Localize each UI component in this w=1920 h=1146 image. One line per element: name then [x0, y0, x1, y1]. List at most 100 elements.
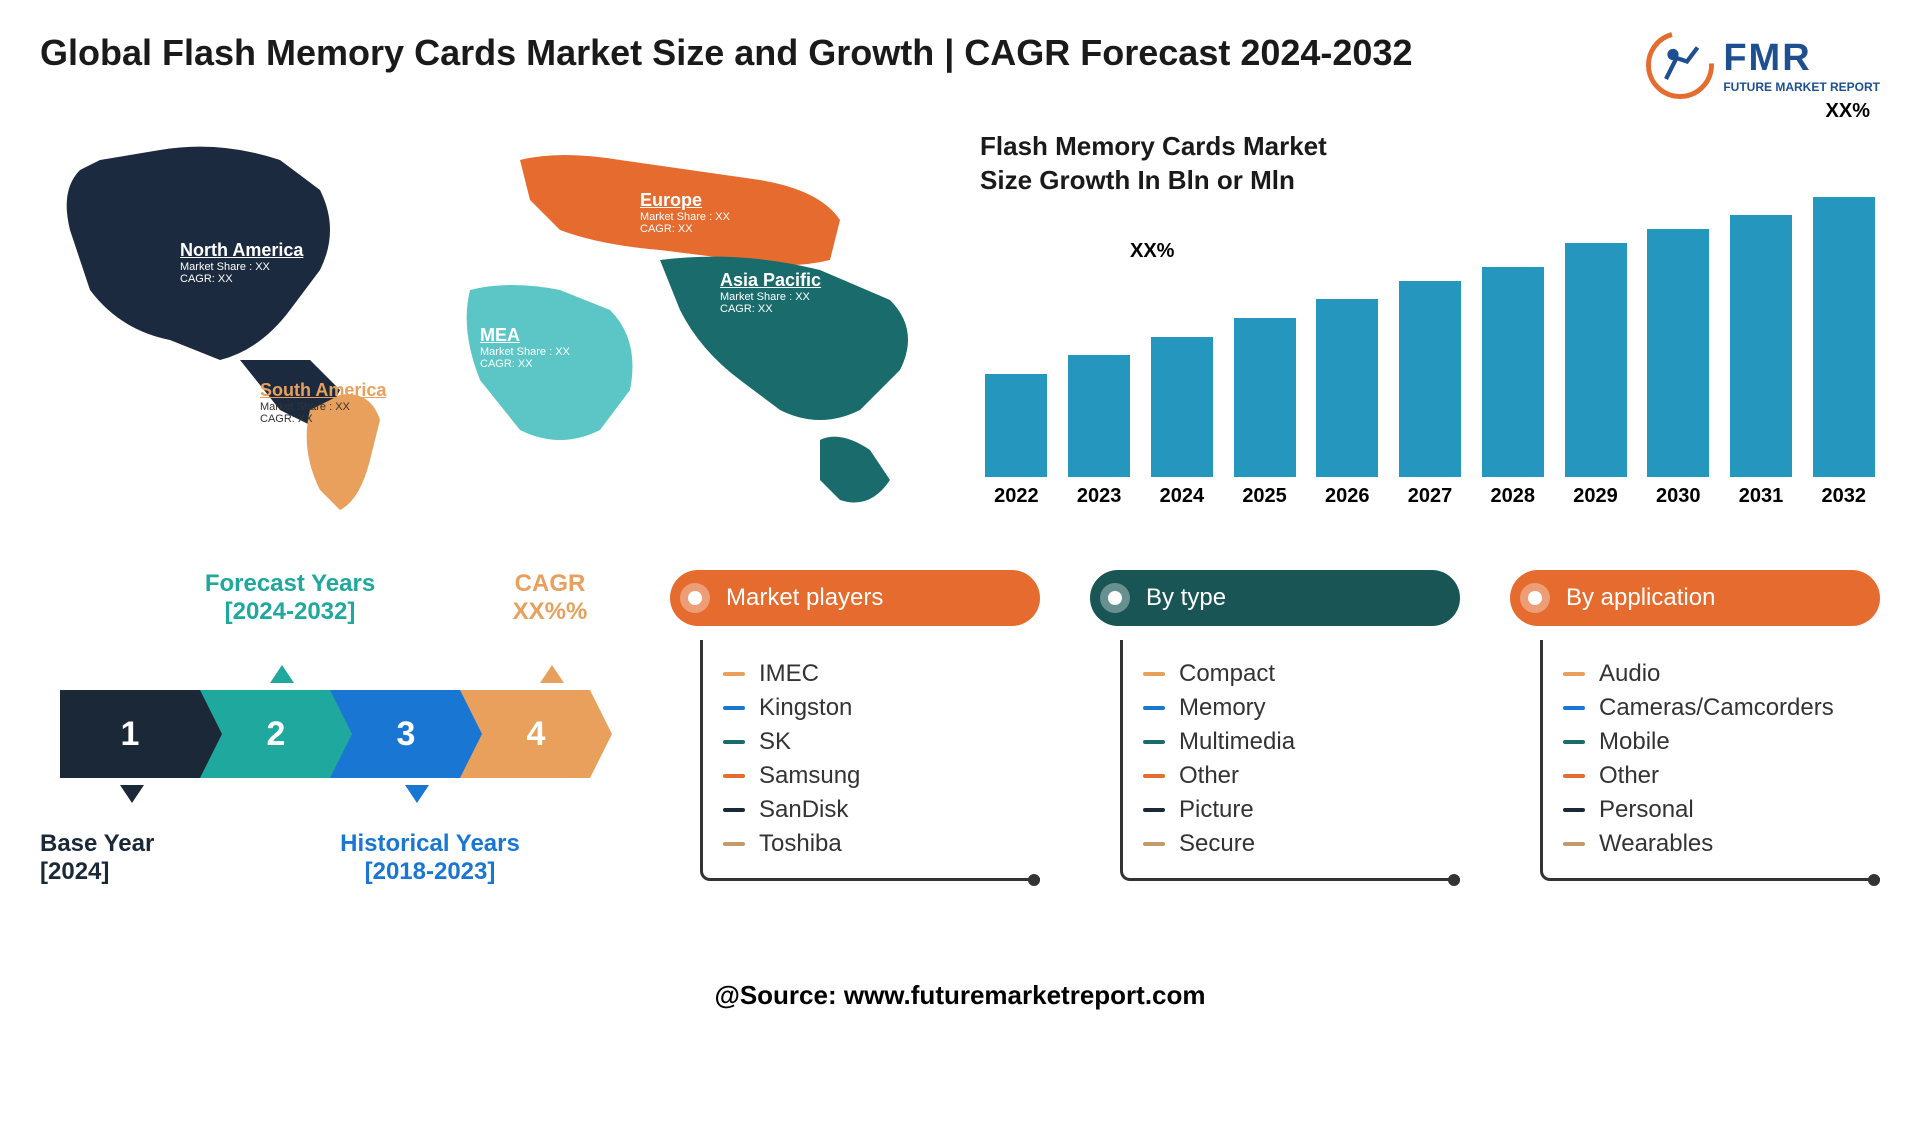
arrow-up-icon	[540, 665, 564, 683]
region-name: MEA	[480, 325, 570, 346]
list-item: Toshiba	[723, 830, 1040, 858]
pill-dot-icon	[680, 583, 710, 613]
list-item-text: SanDisk	[759, 796, 848, 824]
bar-chart: 2022202320242025202620272028202920302031…	[980, 208, 1880, 508]
block-1: 1	[60, 690, 200, 778]
list-item: IMEC	[723, 660, 1040, 688]
header: Global Flash Memory Cards Market Size an…	[40, 30, 1880, 100]
list-item: Other	[1563, 762, 1880, 790]
cagr-value: XX%%	[490, 598, 610, 626]
bar-wrap: 2024	[1145, 337, 1218, 508]
arrow-down-icon	[120, 785, 144, 803]
list-item: Multimedia	[1143, 728, 1460, 756]
chart-title: Flash Memory Cards Market Size Growth In…	[980, 130, 1380, 198]
list-item-text: Personal	[1599, 796, 1694, 824]
list-item-text: Samsung	[759, 762, 860, 790]
region-label: South America Market Share : XX CAGR: XX	[260, 380, 386, 425]
bar-wrap: 2025	[1228, 318, 1301, 508]
region-cagr: CAGR: XX	[260, 413, 386, 425]
list-item: Compact	[1143, 660, 1460, 688]
list-box: IMECKingstonSKSamsungSanDiskToshiba	[700, 640, 1040, 881]
list-item: Audio	[1563, 660, 1880, 688]
list-item-text: Audio	[1599, 660, 1660, 688]
hist-range: [2018-2023]	[320, 858, 540, 886]
list-item: Wearables	[1563, 830, 1880, 858]
tick-icon	[1563, 672, 1585, 676]
bar-label: 2025	[1242, 485, 1287, 508]
base-range: [2024]	[40, 858, 200, 886]
list-item-text: Secure	[1179, 830, 1255, 858]
bar-wrap: 2022	[980, 374, 1053, 508]
region-share: Market Share : XX	[180, 261, 303, 273]
region-label: Europe Market Share : XX CAGR: XX	[640, 190, 730, 235]
tick-icon	[1143, 774, 1165, 778]
bar	[1151, 337, 1213, 477]
list-box: AudioCameras/CamcordersMobileOtherPerson…	[1540, 640, 1880, 881]
bar-label: 2028	[1491, 485, 1536, 508]
base-label: Base Year [2024]	[40, 830, 200, 886]
tick-icon	[1143, 740, 1165, 744]
bar-label: 2023	[1077, 485, 1122, 508]
tick-icon	[1563, 842, 1585, 846]
hist-text: Historical Years	[320, 830, 540, 858]
tick-icon	[1563, 774, 1585, 778]
bar	[1234, 318, 1296, 477]
list-item: Memory	[1143, 694, 1460, 722]
bar	[1068, 355, 1130, 476]
tick-icon	[723, 774, 745, 778]
list-item: SK	[723, 728, 1040, 756]
bar	[1813, 197, 1875, 477]
pill-header: By type	[1090, 570, 1460, 626]
forecast-text: Forecast Years	[190, 570, 390, 598]
region-cagr: CAGR: XX	[720, 303, 821, 315]
tick-icon	[1563, 740, 1585, 744]
logo-text-main: FMR	[1723, 37, 1880, 80]
pill-column: Market playersIMECKingstonSKSamsungSanDi…	[670, 570, 1040, 930]
bar-chart-section: Flash Memory Cards Market Size Growth In…	[980, 130, 1880, 520]
region-name: South America	[260, 380, 386, 401]
tick-icon	[1143, 706, 1165, 710]
pill-title: By type	[1146, 584, 1226, 612]
bar	[1316, 299, 1378, 476]
region-share: Market Share : XX	[260, 401, 386, 413]
bar	[1482, 267, 1544, 477]
list-item: Cameras/Camcorders	[1563, 694, 1880, 722]
tick-icon	[723, 672, 745, 676]
cagr-text: CAGR	[490, 570, 610, 598]
bar-wrap: 2026	[1311, 299, 1384, 507]
arrow-blocks: 1 2 3 4	[60, 690, 590, 778]
list-item-text: Toshiba	[759, 830, 842, 858]
hist-label: Historical Years [2018-2023]	[320, 830, 540, 886]
list-item: Picture	[1143, 796, 1460, 824]
tick-icon	[1563, 706, 1585, 710]
cagr-label: CAGR XX%%	[490, 570, 610, 626]
logo-text-sub: FUTURE MARKET REPORT	[1723, 80, 1880, 94]
bar-wrap: 2030	[1642, 229, 1715, 507]
list-item-text: Compact	[1179, 660, 1275, 688]
list-item-text: Other	[1179, 762, 1239, 790]
list-item-text: Cameras/Camcorders	[1599, 694, 1834, 722]
region-share: Market Share : XX	[640, 211, 730, 223]
top-row: North America Market Share : XX CAGR: XX…	[40, 130, 1880, 520]
region-label: MEA Market Share : XX CAGR: XX	[480, 325, 570, 370]
list-item: Samsung	[723, 762, 1040, 790]
bar-wrap: 2023	[1063, 355, 1136, 507]
list-item-text: Multimedia	[1179, 728, 1295, 756]
bar-label: 2024	[1160, 485, 1205, 508]
bar-label: 2026	[1325, 485, 1370, 508]
page-title: Global Flash Memory Cards Market Size an…	[40, 30, 1413, 77]
bar	[1730, 215, 1792, 476]
list-item: Personal	[1563, 796, 1880, 824]
tick-icon	[1563, 808, 1585, 812]
tick-icon	[723, 740, 745, 744]
region-cagr: CAGR: XX	[640, 223, 730, 235]
region-label: North America Market Share : XX CAGR: XX	[180, 240, 303, 285]
bar-label: 2029	[1573, 485, 1618, 508]
bar-wrap: 2032	[1807, 197, 1880, 508]
pill-dot-icon	[1520, 583, 1550, 613]
pill-title: Market players	[726, 584, 883, 612]
region-name: North America	[180, 240, 303, 261]
bar-label: 2032	[1821, 485, 1866, 508]
bar-wrap: 2031	[1725, 215, 1798, 507]
region-share: Market Share : XX	[480, 346, 570, 358]
